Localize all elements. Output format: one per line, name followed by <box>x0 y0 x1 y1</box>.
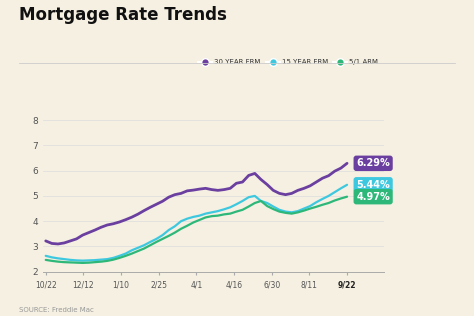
Text: 5.44%: 5.44% <box>356 180 390 190</box>
Text: 6.29%: 6.29% <box>356 158 390 168</box>
Text: Mortgage Rate Trends: Mortgage Rate Trends <box>19 6 227 24</box>
Legend: 30 YEAR FRM, 15 YEAR FRM, 5/1 ARM: 30 YEAR FRM, 15 YEAR FRM, 5/1 ARM <box>196 56 381 68</box>
Text: SOURCE: Freddie Mac: SOURCE: Freddie Mac <box>19 307 94 313</box>
Text: 4.97%: 4.97% <box>356 192 390 202</box>
